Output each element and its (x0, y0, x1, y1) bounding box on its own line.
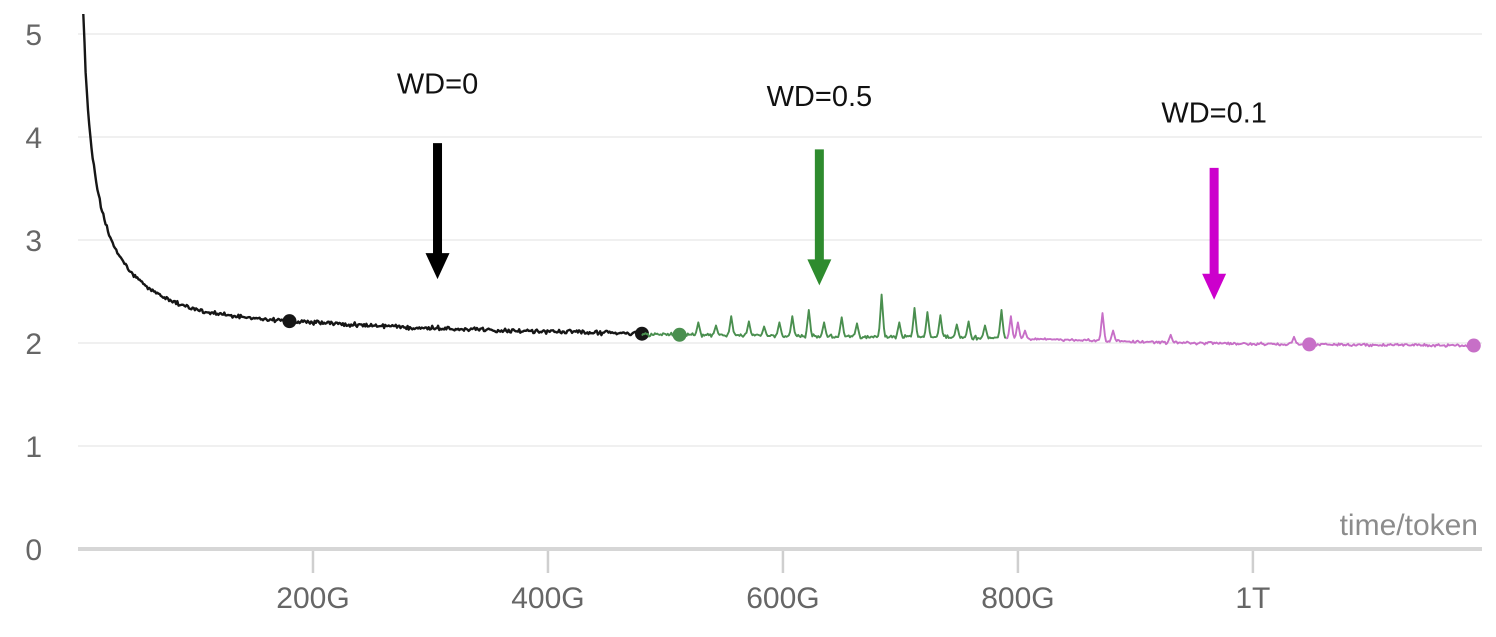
series-wd01-marker-0 (1302, 337, 1317, 352)
x-tick-label-400G: 400G (511, 582, 584, 615)
annotation-wd0-label: WD=0 (397, 69, 478, 101)
annotation-wd01-label: WD=0.1 (1161, 98, 1267, 130)
x-tick-label-200G: 200G (276, 582, 349, 615)
series-wd0-line (82, 13, 643, 337)
y-tick-label-0: 0 (25, 534, 42, 567)
series-wd0-marker-0 (282, 314, 297, 329)
annotation-wd01-arrow (1202, 167, 1227, 300)
y-tick-label-2: 2 (25, 328, 42, 361)
series-wd0-marker-1 (634, 326, 649, 341)
y-tick-label-1: 1 (25, 431, 42, 464)
y-tick-label-4: 4 (25, 122, 42, 155)
x-tick-label-800G: 800G (981, 582, 1054, 615)
annotation-wd05-arrow (807, 149, 832, 286)
series-wd01-marker-1 (1466, 338, 1481, 353)
annotation-wd05-label: WD=0.5 (767, 81, 873, 113)
series-wd05-line (641, 293, 1007, 341)
y-tick-label-3: 3 (25, 225, 42, 258)
x-axis-label: time/token (1340, 509, 1478, 542)
y-tick-label-5: 5 (25, 19, 42, 52)
x-tick-label-1T: 1T (1235, 582, 1270, 615)
annotation-wd0-arrow (425, 143, 450, 280)
series-wd01-line (1005, 312, 1480, 348)
series-wd05-marker-0 (672, 327, 687, 342)
x-tick-label-600G: 600G (746, 582, 819, 615)
